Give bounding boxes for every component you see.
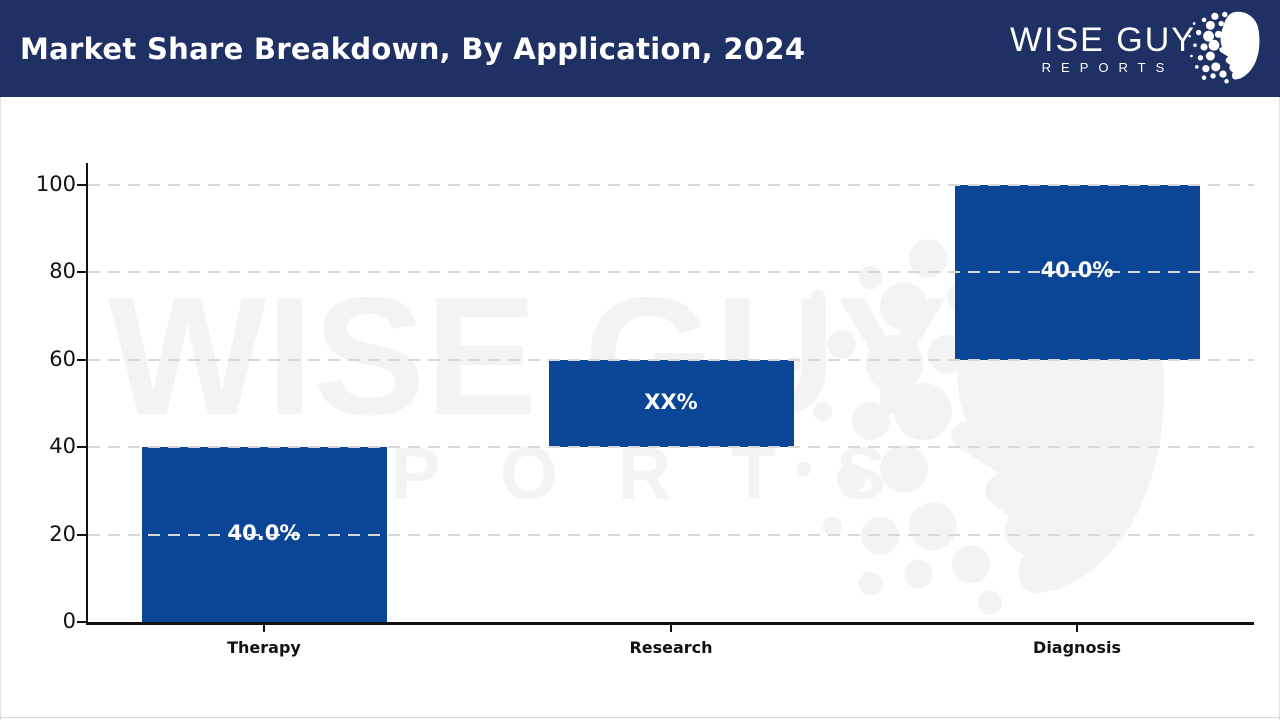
brand-logo: WISE GUY REPORTS [1010,11,1262,84]
y-axis-line [86,163,88,624]
x-tick-label-diagnosis: Diagnosis [1033,638,1121,657]
header: Market Share Breakdown, By Application, … [0,0,1280,97]
y-tick-label-0: 0 [62,609,76,633]
y-tick-0 [77,621,86,623]
x-tick-label-therapy: Therapy [227,638,301,657]
y-tick-40 [77,446,86,449]
gridline-20 [88,533,1254,536]
gridline-40 [88,446,1254,449]
page-title: Market Share Breakdown, By Application, … [20,31,806,66]
gridline-60 [88,358,1254,361]
brand-name: WISE GUY [1009,20,1196,59]
y-tick-100 [77,184,86,187]
y-tick-20 [77,533,86,536]
gridline-100 [88,184,1254,187]
frame-border-left [0,97,1,720]
bar-research [548,359,794,448]
x-tick-diagnosis [1076,624,1078,632]
x-tick-therapy [263,624,265,632]
bar-label-therapy: 40.0% [227,520,301,545]
x-axis-line [86,622,1254,625]
bar-label-diagnosis: 40.0% [1040,258,1114,283]
y-tick-label-100: 100 [35,172,76,197]
bottom-divider [0,717,1280,718]
y-tick-80 [77,271,86,274]
bar-label-research: XX% [644,389,698,414]
brand-subname: REPORTS [1041,59,1175,75]
y-tick-label-60: 60 [49,346,76,371]
chart-area: WISE GUY REPORTS 40.0% XX% 40.0% 0 20 40 60 80 1… [0,97,1280,720]
x-tick-label-research: Research [629,638,713,657]
y-tick-label-20: 20 [49,521,76,546]
x-tick-research [670,624,672,632]
y-tick-60 [77,358,86,361]
y-tick-label-80: 80 [49,259,76,284]
plot-area: 40.0% XX% 40.0% 0 20 40 60 80 100 Therapy Research… [0,97,1280,720]
y-tick-label-40: 40 [49,434,76,459]
watermark-primary-text: WISE GUY [108,262,949,450]
wise-guy-head-icon [1188,11,1260,84]
brand-logo-text: WISE GUY REPORTS [1010,23,1196,75]
gridline-80 [88,271,1254,274]
